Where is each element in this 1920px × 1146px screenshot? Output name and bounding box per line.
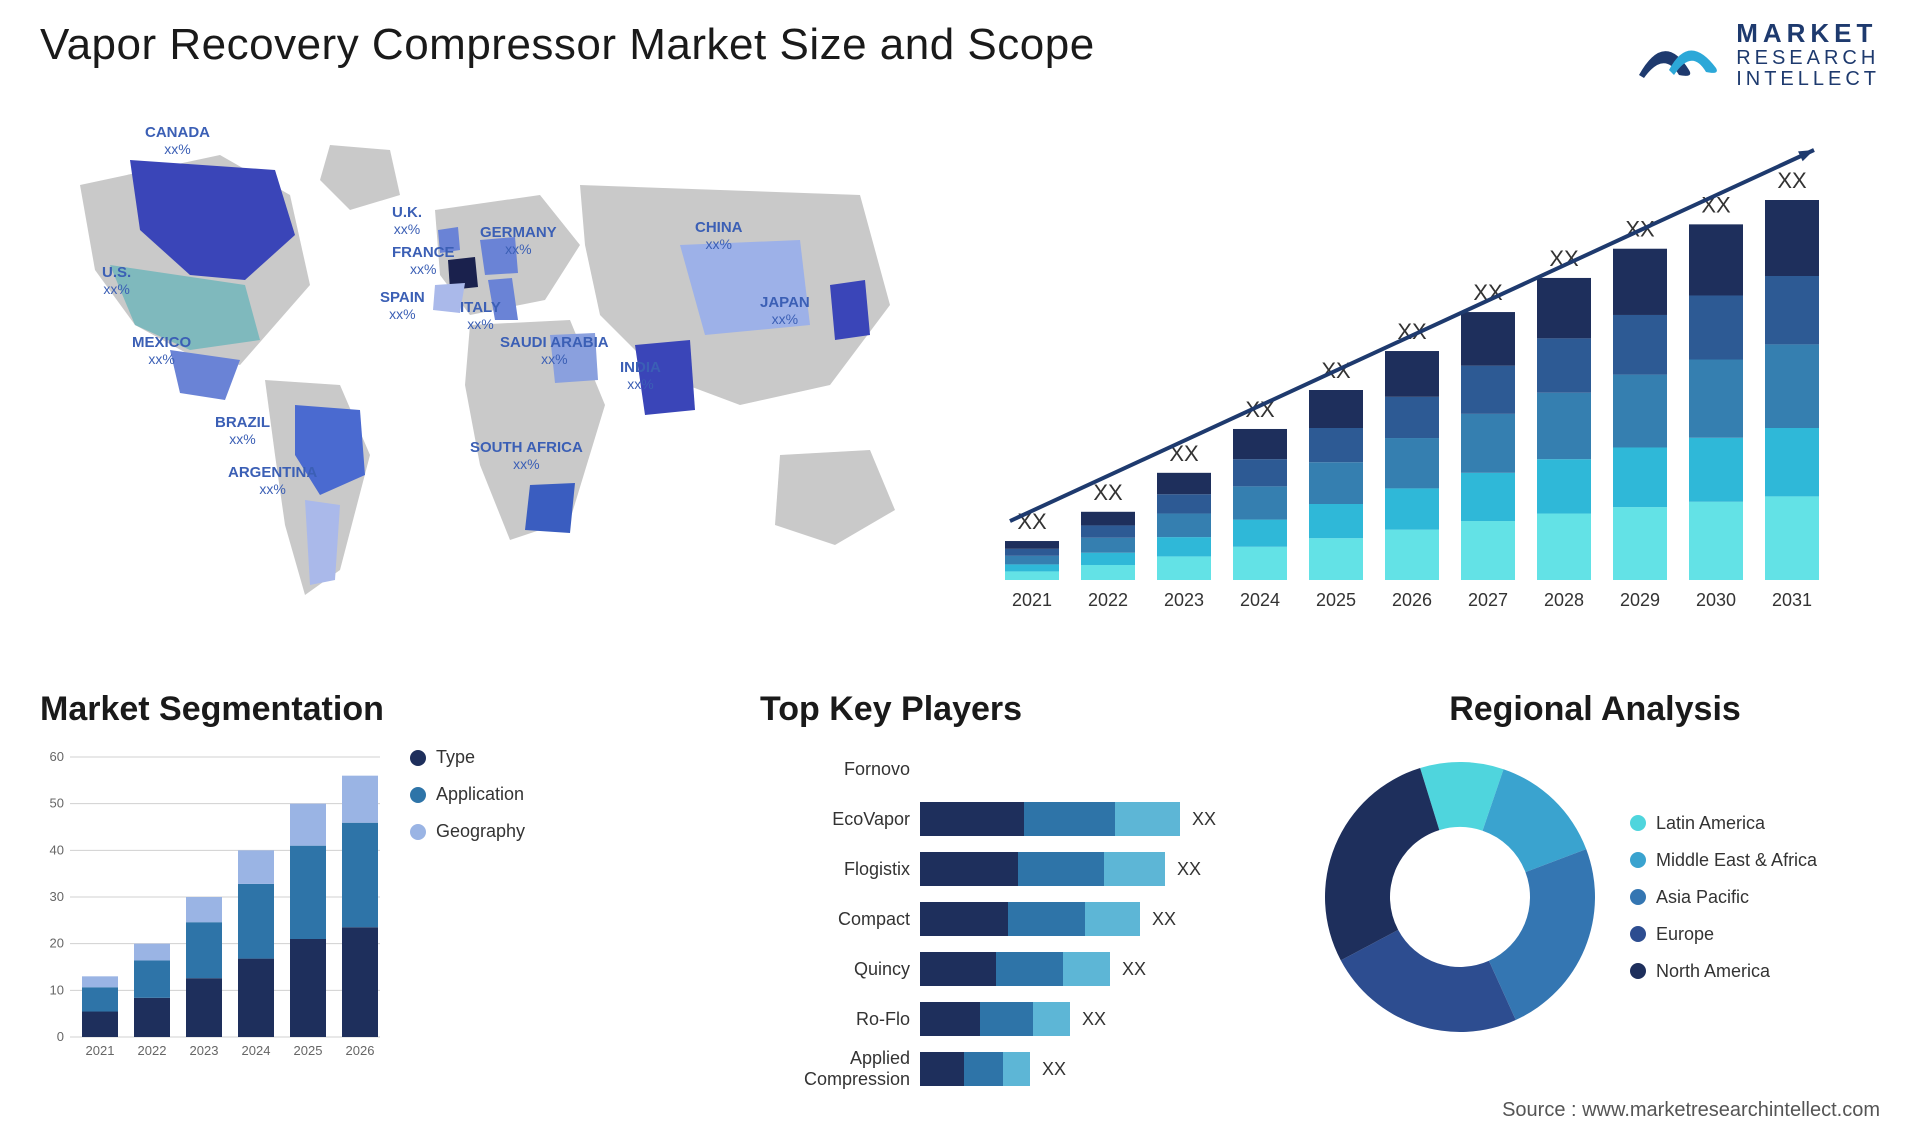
key-player-row: EcoVaporXX (760, 797, 1290, 841)
svg-text:2025: 2025 (294, 1043, 323, 1058)
map-label: CANADAxx% (145, 125, 210, 158)
svg-text:2029: 2029 (1620, 590, 1660, 610)
key-players-chart: Fornovo EcoVaporXX FlogistixXX CompactXX Qui… (760, 747, 1290, 1091)
key-player-row: Applied CompressionXX (760, 1047, 1290, 1091)
source-attribution: Source : www.marketresearchintellect.com (1502, 1099, 1880, 1122)
key-player-row: CompactXX (760, 897, 1290, 941)
key-player-row: Fornovo (760, 747, 1290, 791)
logo-text-1: MARKET (1736, 20, 1880, 47)
svg-text:20: 20 (50, 936, 64, 951)
map-label: FRANCExx% (392, 245, 455, 278)
map-label: INDIAxx% (620, 360, 661, 393)
svg-text:2022: 2022 (1088, 590, 1128, 610)
svg-text:2030: 2030 (1696, 590, 1736, 610)
svg-text:2022: 2022 (138, 1043, 167, 1058)
market-size-chart: XX2021XX2022XX2023XX2024XX2025XX2026XX20… (980, 140, 1860, 620)
map-label: ITALYxx% (460, 300, 501, 333)
svg-text:40: 40 (50, 842, 64, 857)
regional-section: Regional Analysis Latin America Middle Ea… (1310, 690, 1880, 1047)
brand-logo: MARKET RESEARCH INTELLECT (1634, 20, 1880, 90)
svg-text:XX: XX (1777, 168, 1807, 193)
svg-text:30: 30 (50, 889, 64, 904)
legend-item: North America (1630, 961, 1817, 982)
svg-text:XX: XX (1093, 480, 1123, 505)
legend-item: Asia Pacific (1630, 887, 1817, 908)
svg-text:2021: 2021 (86, 1043, 115, 1058)
regional-title: Regional Analysis (1310, 690, 1880, 729)
svg-text:2024: 2024 (242, 1043, 271, 1058)
svg-text:2024: 2024 (1240, 590, 1280, 610)
svg-text:2026: 2026 (346, 1043, 375, 1058)
logo-swoosh-icon (1634, 20, 1724, 90)
legend-item: Latin America (1630, 813, 1817, 834)
svg-text:2027: 2027 (1468, 590, 1508, 610)
key-players-section: Top Key Players Fornovo EcoVaporXX Flogist… (760, 690, 1290, 1097)
map-label: SAUDI ARABIAxx% (500, 335, 609, 368)
svg-text:60: 60 (50, 749, 64, 764)
regional-legend: Latin America Middle East & Africa Asia Pa… (1630, 813, 1817, 982)
map-label: U.S.xx% (102, 265, 131, 298)
key-player-row: FlogistixXX (760, 847, 1290, 891)
world-map-svg (40, 125, 940, 645)
map-label: SPAINxx% (380, 290, 425, 323)
map-label: BRAZILxx% (215, 415, 270, 448)
legend-item: Middle East & Africa (1630, 850, 1817, 871)
svg-text:2031: 2031 (1772, 590, 1812, 610)
map-label: ARGENTINAxx% (228, 465, 317, 498)
svg-text:2023: 2023 (190, 1043, 219, 1058)
svg-text:2021: 2021 (1012, 590, 1052, 610)
svg-text:2025: 2025 (1316, 590, 1356, 610)
svg-text:2026: 2026 (1392, 590, 1432, 610)
key-players-title: Top Key Players (760, 690, 1290, 729)
segmentation-title: Market Segmentation (40, 690, 600, 729)
svg-text:0: 0 (57, 1029, 64, 1044)
legend-item: Type (410, 747, 525, 768)
legend-item: Application (410, 784, 525, 805)
legend-item: Geography (410, 821, 525, 842)
svg-text:10: 10 (50, 982, 64, 997)
segmentation-legend: Type Application Geography (410, 747, 525, 842)
world-map: CANADAxx% U.S.xx% MEXICOxx% BRAZILxx% ARGENT… (40, 125, 940, 645)
key-player-row: QuincyXX (760, 947, 1290, 991)
segmentation-section: Market Segmentation 0 10 20 30 40 50 60 2021 202… (40, 690, 600, 1077)
svg-text:2023: 2023 (1164, 590, 1204, 610)
logo-text-3: INTELLECT (1736, 69, 1880, 90)
map-label: GERMANYxx% (480, 225, 557, 258)
map-label: MEXICOxx% (132, 335, 191, 368)
map-label: CHINAxx% (695, 220, 743, 253)
svg-text:50: 50 (50, 796, 64, 811)
map-label: JAPANxx% (760, 295, 810, 328)
segmentation-chart: 0 10 20 30 40 50 60 2021 2022 2023 2024 2025 2026 (40, 747, 380, 1077)
logo-text-2: RESEARCH (1736, 48, 1880, 69)
legend-item: Europe (1630, 924, 1817, 945)
map-label: SOUTH AFRICAxx% (470, 440, 583, 473)
page-title: Vapor Recovery Compressor Market Size an… (40, 20, 1095, 70)
map-label: U.K.xx% (392, 205, 422, 238)
svg-text:2028: 2028 (1544, 590, 1584, 610)
key-player-row: Ro-FloXX (760, 997, 1290, 1041)
regional-donut-chart (1310, 747, 1610, 1047)
